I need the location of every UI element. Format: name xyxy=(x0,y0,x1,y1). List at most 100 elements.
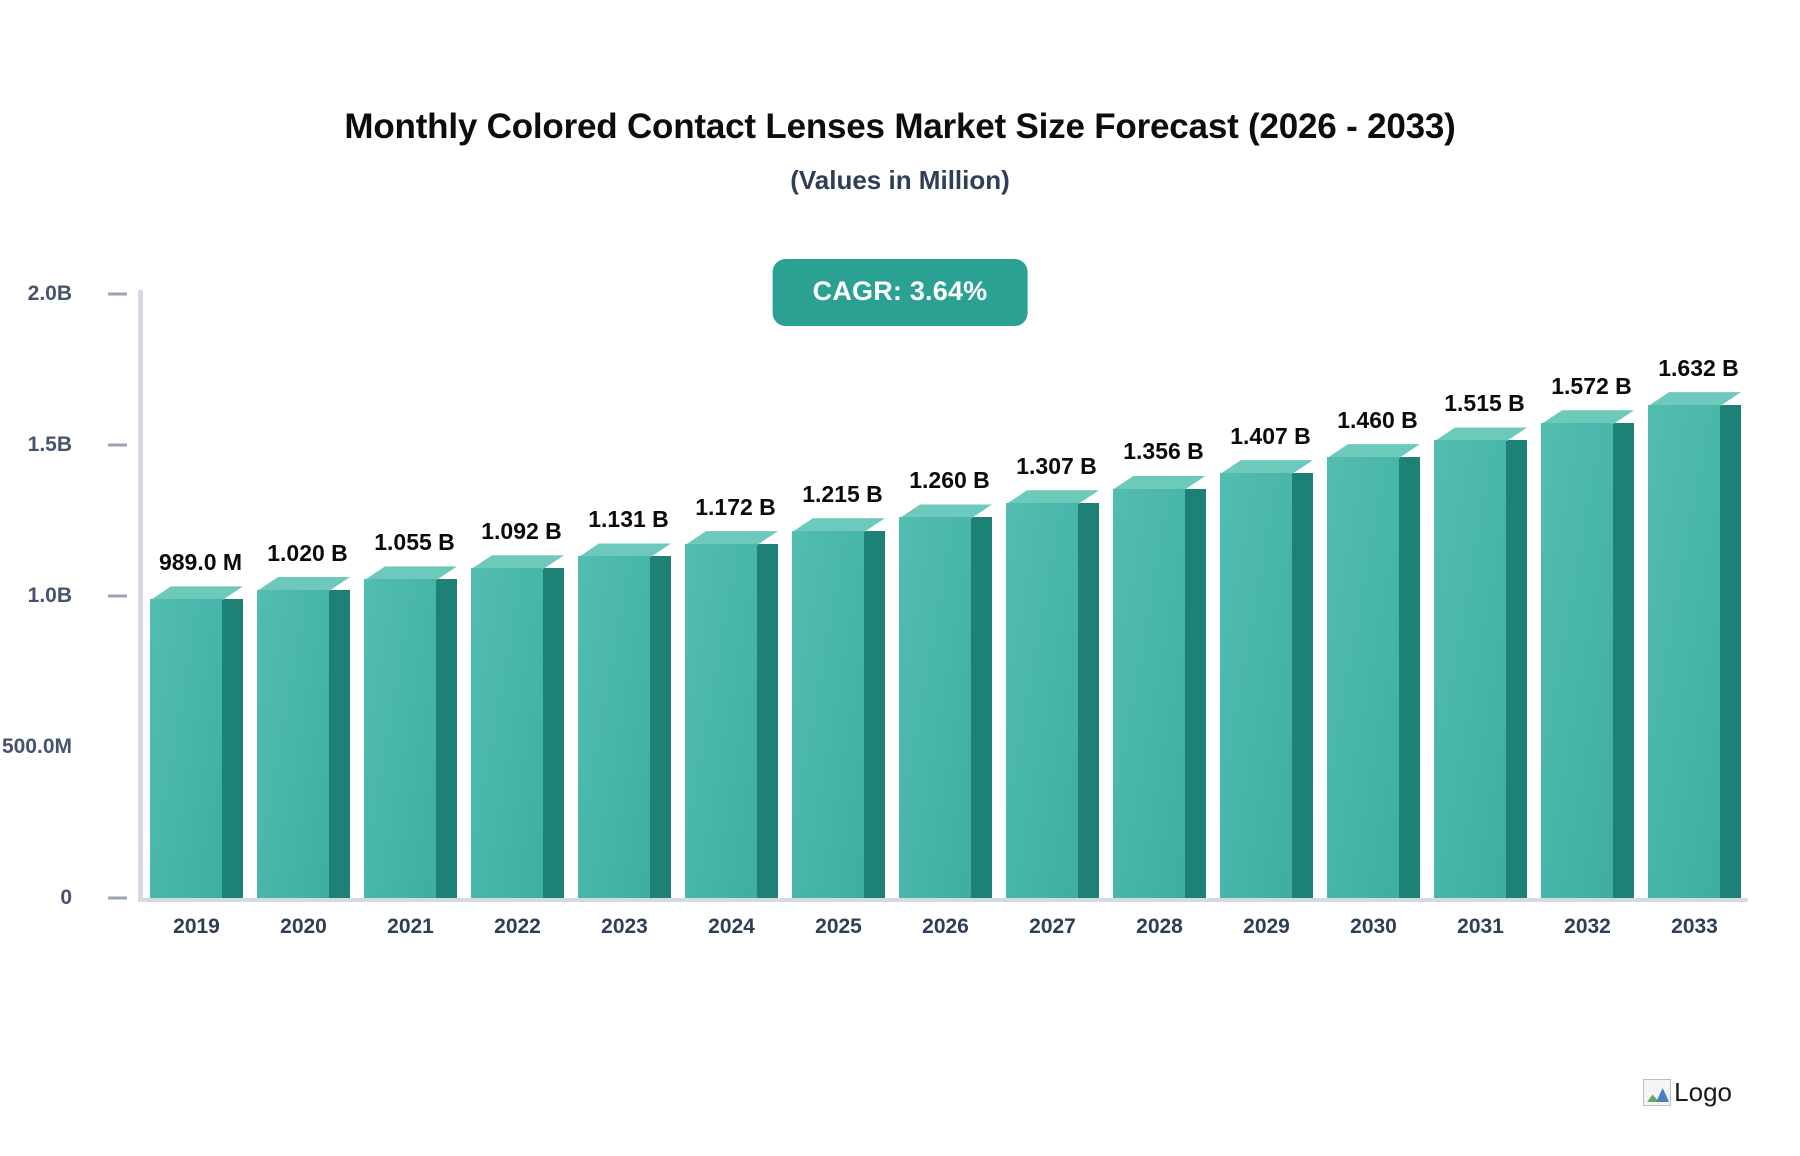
bar-front-face xyxy=(1648,405,1720,898)
bar-top-face xyxy=(792,518,885,533)
bar-front-face xyxy=(1220,473,1292,898)
bar[interactable] xyxy=(257,576,350,898)
bar-value-label: 1.131 B xyxy=(588,506,669,533)
bar[interactable] xyxy=(792,518,885,898)
bar-top-face xyxy=(899,504,992,519)
bar-front-face xyxy=(364,579,436,898)
bar-value-label: 1.632 B xyxy=(1658,355,1739,382)
bar-front-face xyxy=(1327,457,1399,898)
bar-value-label: 1.055 B xyxy=(374,529,455,556)
y-tick-dash xyxy=(108,594,127,598)
page-title: Monthly Colored Contact Lenses Market Si… xyxy=(344,107,1456,146)
x-tick-label: 2030 xyxy=(1350,915,1397,938)
bar-front-face xyxy=(471,568,543,898)
bar-side-face xyxy=(329,589,350,898)
bar-top-face xyxy=(364,566,457,581)
bar-top-face xyxy=(578,543,671,558)
bar-top-face xyxy=(257,576,350,591)
bar[interactable] xyxy=(1220,460,1313,898)
bar-value-label: 1.260 B xyxy=(909,467,990,494)
bar-side-face xyxy=(1185,488,1206,898)
y-tick-dash xyxy=(108,292,127,296)
bar-side-face xyxy=(971,517,992,898)
bar[interactable] xyxy=(1434,427,1527,898)
bar[interactable] xyxy=(1327,444,1420,898)
bar-side-face xyxy=(864,531,885,898)
bar-value-label: 1.407 B xyxy=(1230,423,1311,450)
bar-top-face xyxy=(685,531,778,546)
x-tick-label: 2022 xyxy=(494,915,541,938)
y-tick-dash xyxy=(108,896,127,900)
bar[interactable] xyxy=(899,504,992,898)
bar-top-face xyxy=(1541,410,1634,425)
chart-subtitle: (Values in Million) xyxy=(790,164,1010,195)
logo: Logo xyxy=(1643,1077,1732,1108)
bar-value-label: 1.515 B xyxy=(1444,390,1525,417)
bar[interactable] xyxy=(1648,392,1741,898)
bar[interactable] xyxy=(364,566,457,898)
y-tick-label: 1.0B xyxy=(27,584,72,607)
cagr-badge: CAGR: 3.64% xyxy=(772,259,1028,326)
bar-value-label: 1.356 B xyxy=(1123,438,1204,465)
x-tick-label: 2020 xyxy=(280,915,327,938)
bar-top-face xyxy=(1648,392,1741,407)
bar-top-face xyxy=(1113,475,1206,490)
bar-top-face xyxy=(1006,490,1099,505)
bar-side-face xyxy=(1613,423,1634,898)
bar-side-face xyxy=(222,599,243,898)
bar[interactable] xyxy=(1541,410,1634,898)
y-tick-label: 500.0M xyxy=(1,735,72,758)
x-tick-label: 2021 xyxy=(387,915,434,938)
bar-value-label: 1.172 B xyxy=(695,494,776,521)
bar-value-label: 1.092 B xyxy=(481,518,562,545)
y-tick-dash xyxy=(108,443,127,447)
bar-side-face xyxy=(757,544,778,898)
bar-value-label: 1.215 B xyxy=(802,481,883,508)
bar-side-face xyxy=(1720,405,1741,898)
broken-image-icon xyxy=(1643,1079,1672,1106)
bar-front-face xyxy=(257,589,329,898)
y-tick-label: 2.0B xyxy=(27,282,72,305)
bar-side-face xyxy=(1078,503,1099,898)
bar-value-label: 989.0 M xyxy=(158,549,243,576)
bar-top-face xyxy=(471,555,564,570)
bar-side-face xyxy=(436,579,457,898)
x-tick-label: 2029 xyxy=(1243,915,1290,938)
bar-front-face xyxy=(578,556,650,898)
y-tick-label: 1.5B xyxy=(27,433,72,456)
x-tick-label: 2027 xyxy=(1029,915,1076,938)
bar-front-face xyxy=(150,599,222,898)
bar-front-face xyxy=(1006,503,1078,898)
bar-side-face xyxy=(650,556,671,898)
bar-front-face xyxy=(792,531,864,898)
bar-front-face xyxy=(685,544,757,898)
x-tick-label: 2031 xyxy=(1457,915,1504,938)
bar[interactable] xyxy=(471,555,564,898)
y-tick-label: 0 xyxy=(60,886,72,909)
x-tick-label: 2024 xyxy=(708,915,755,938)
x-axis-line xyxy=(138,898,1748,902)
bar-top-face xyxy=(150,586,243,601)
bar-value-label: 1.307 B xyxy=(1016,453,1097,480)
bar-front-face xyxy=(1434,440,1506,898)
bar[interactable] xyxy=(150,586,243,898)
x-tick-label: 2026 xyxy=(922,915,969,938)
bar[interactable] xyxy=(1113,475,1206,898)
y-axis-line xyxy=(138,290,143,902)
x-tick-label: 2023 xyxy=(601,915,648,938)
title-block: Monthly Colored Contact Lenses Market Si… xyxy=(0,107,1800,196)
bar-top-face xyxy=(1220,460,1313,475)
x-tick-label: 2033 xyxy=(1671,915,1718,938)
bar-front-face xyxy=(1541,423,1613,898)
logo-label: Logo xyxy=(1674,1077,1732,1107)
bar[interactable] xyxy=(1006,490,1099,898)
bar-top-face xyxy=(1327,444,1420,459)
bar-value-label: 1.020 B xyxy=(267,539,348,566)
x-tick-label: 2028 xyxy=(1136,915,1183,938)
bar[interactable] xyxy=(685,531,778,898)
bar-side-face xyxy=(1399,457,1420,898)
x-tick-label: 2019 xyxy=(173,915,220,938)
bar[interactable] xyxy=(578,543,671,898)
bar-value-label: 1.460 B xyxy=(1337,407,1418,434)
